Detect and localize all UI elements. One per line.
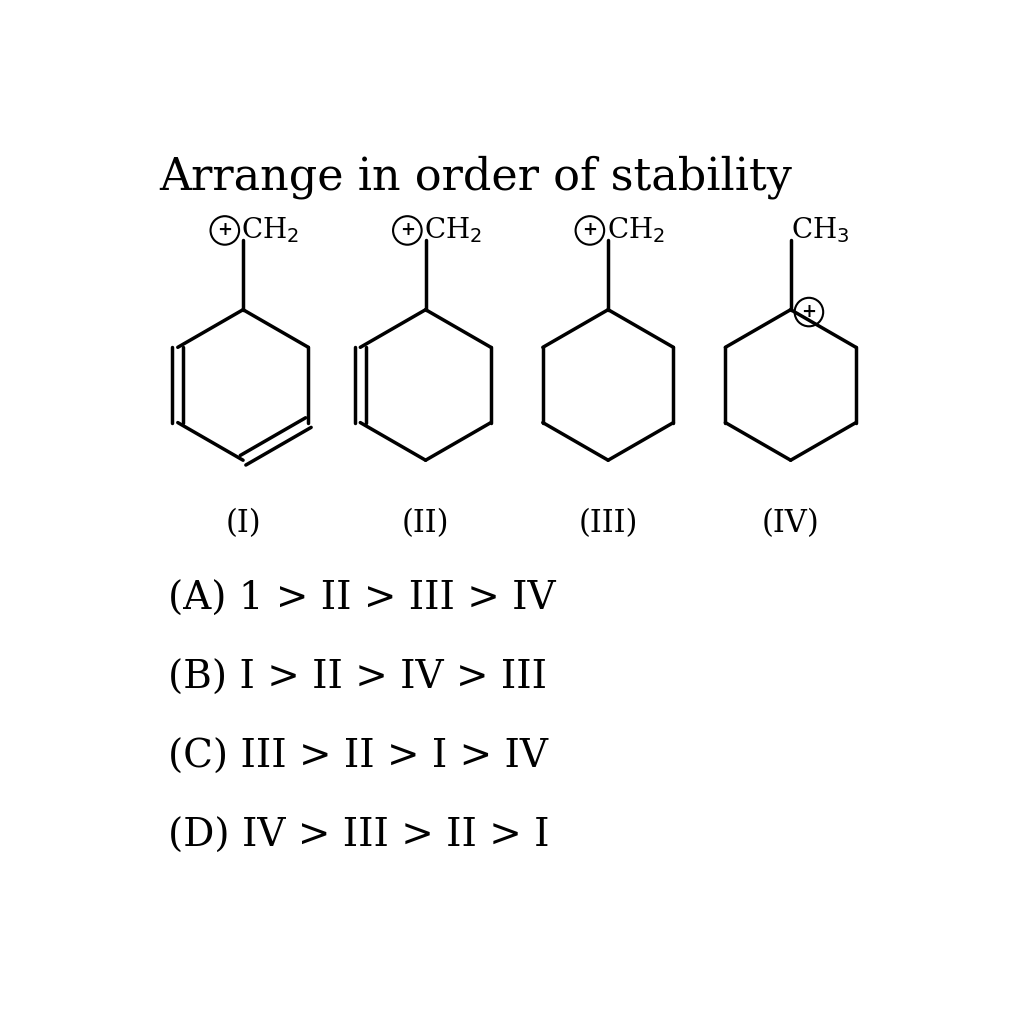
Text: (IV): (IV) bbox=[762, 508, 819, 539]
Text: +: + bbox=[802, 304, 816, 321]
Text: (A) 1 > II > III > IV: (A) 1 > II > III > IV bbox=[168, 580, 555, 617]
Text: +: + bbox=[583, 221, 597, 240]
Text: +: + bbox=[399, 221, 415, 240]
Text: CH$_2$: CH$_2$ bbox=[424, 215, 482, 245]
Text: (C) III > II > I > IV: (C) III > II > I > IV bbox=[168, 739, 548, 776]
Text: +: + bbox=[217, 221, 232, 240]
Text: (B) I > II > IV > III: (B) I > II > IV > III bbox=[168, 660, 547, 697]
Text: (III): (III) bbox=[579, 508, 638, 539]
Text: CH$_2$: CH$_2$ bbox=[606, 215, 665, 245]
Text: CH$_3$: CH$_3$ bbox=[791, 215, 849, 245]
Text: (I): (I) bbox=[225, 508, 261, 539]
Text: (D) IV > III > II > I: (D) IV > III > II > I bbox=[168, 818, 549, 855]
Text: Arrange in order of stability: Arrange in order of stability bbox=[160, 155, 793, 199]
Text: CH$_2$: CH$_2$ bbox=[242, 215, 300, 245]
Text: (II): (II) bbox=[401, 508, 450, 539]
